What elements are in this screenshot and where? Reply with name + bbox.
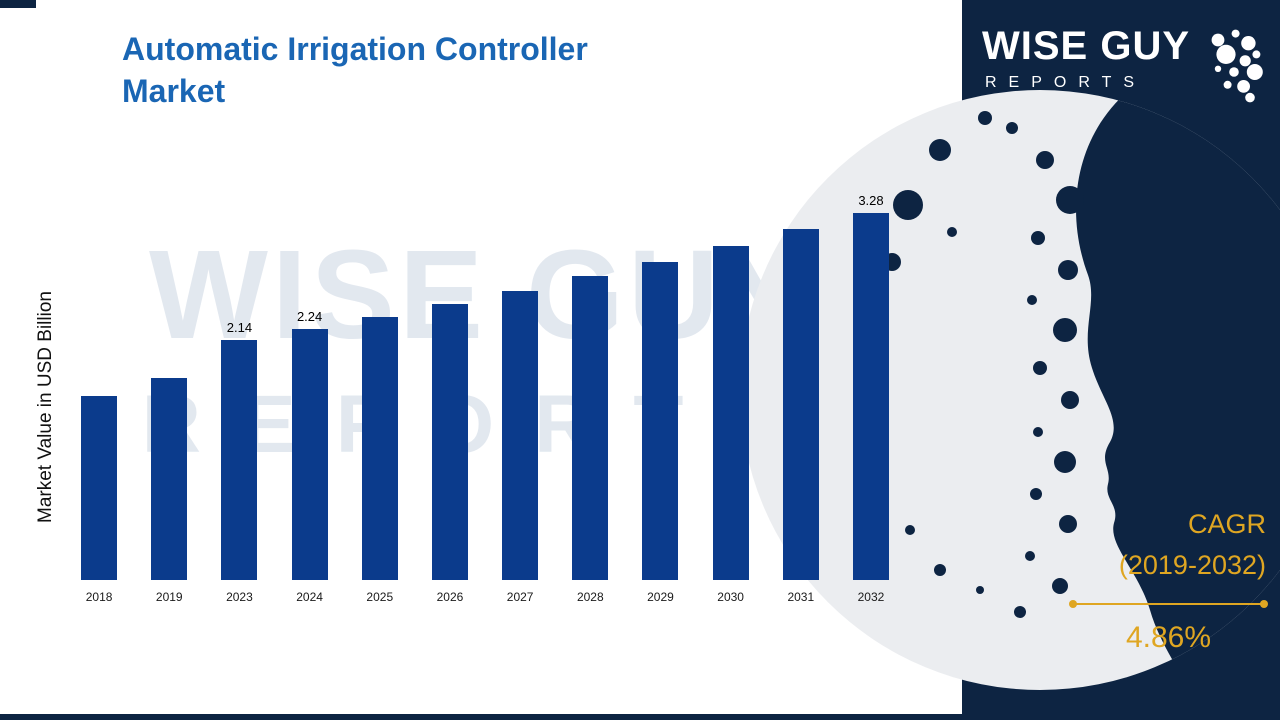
x-tick-label: 2030	[717, 590, 744, 604]
logo-text: WISE GUY REPORTS	[982, 26, 1190, 92]
bar-slot: 3.28 2032	[836, 145, 906, 605]
bar-slot: 2026	[415, 145, 485, 605]
plot-area: 2018 2019 2.14 2023 2.24 2024 2025 2026 2027 2028…	[64, 145, 906, 605]
cagr-title: CAGR (2019-2032)	[1006, 504, 1266, 585]
bar-slot: 2028	[555, 145, 625, 605]
logo-subtext: REPORTS	[985, 74, 1147, 91]
bar-slot: 2027	[485, 145, 555, 605]
bottom-accent-bar	[0, 714, 1280, 720]
top-left-accent-bar	[0, 0, 36, 8]
logo-wordmark: WISE GUY	[982, 24, 1191, 68]
x-tick-label: 2024	[296, 590, 323, 604]
bar-2028	[572, 276, 609, 580]
cagr-label: CAGR	[1187, 509, 1266, 539]
bar-value-label: 3.28	[858, 193, 884, 208]
bar-2030	[712, 246, 749, 580]
x-tick-label: 2028	[576, 590, 604, 604]
x-tick-label: 2027	[506, 590, 534, 604]
bar-slot: 2029	[625, 145, 695, 605]
x-tick-label: 2018	[85, 590, 113, 604]
bar-2031	[782, 229, 819, 580]
bar-2025	[361, 317, 398, 580]
cagr-period: (2019-2032)	[1118, 549, 1266, 580]
bar-slot: 2019	[134, 145, 204, 605]
bar-slot: 2.24 2024	[275, 145, 345, 605]
x-tick-label: 2032	[857, 590, 885, 604]
bar-slot: 2.14 2023	[204, 145, 274, 605]
x-tick-label: 2029	[647, 590, 674, 604]
x-tick-label: 2019	[155, 590, 183, 604]
bar-2019	[151, 378, 188, 580]
bar-2024	[291, 329, 328, 580]
cagr-value: 4.86%	[1125, 621, 1212, 654]
logo-face-icon	[1211, 29, 1263, 103]
bar-2026	[431, 304, 468, 580]
bar-2018	[81, 396, 118, 580]
bar-slot: 2031	[766, 145, 836, 605]
bar-value-label: 2.14	[226, 320, 253, 335]
page-title: Automatic Irrigation Controller Market	[122, 28, 822, 112]
bar-value-label: 2.24	[296, 309, 323, 324]
x-tick-label: 2026	[436, 590, 464, 604]
watermark-line1: WISE GUY	[148, 224, 812, 365]
x-tick-label: 2025	[366, 590, 394, 604]
title-line2: Market	[122, 73, 226, 110]
bar-2027	[502, 291, 539, 580]
brand-logo: WISE GUY REPORTS	[982, 26, 1266, 108]
x-tick-label: 2031	[787, 590, 815, 604]
bar-slot: 2030	[696, 145, 766, 605]
bar-2032	[852, 213, 889, 580]
cagr-block: CAGR (2019-2032) 4.86%	[1006, 504, 1268, 655]
cagr-divider	[1069, 600, 1268, 608]
bar-slot: 2025	[345, 145, 415, 605]
title-line1: Automatic Irrigation Controller	[122, 31, 588, 67]
bar-2023	[221, 340, 258, 580]
bar-slot: 2018	[64, 145, 134, 605]
y-axis-label: Market Value in USD Billion	[35, 291, 56, 524]
x-tick-label: 2023	[226, 590, 253, 604]
bar-2029	[642, 262, 679, 580]
